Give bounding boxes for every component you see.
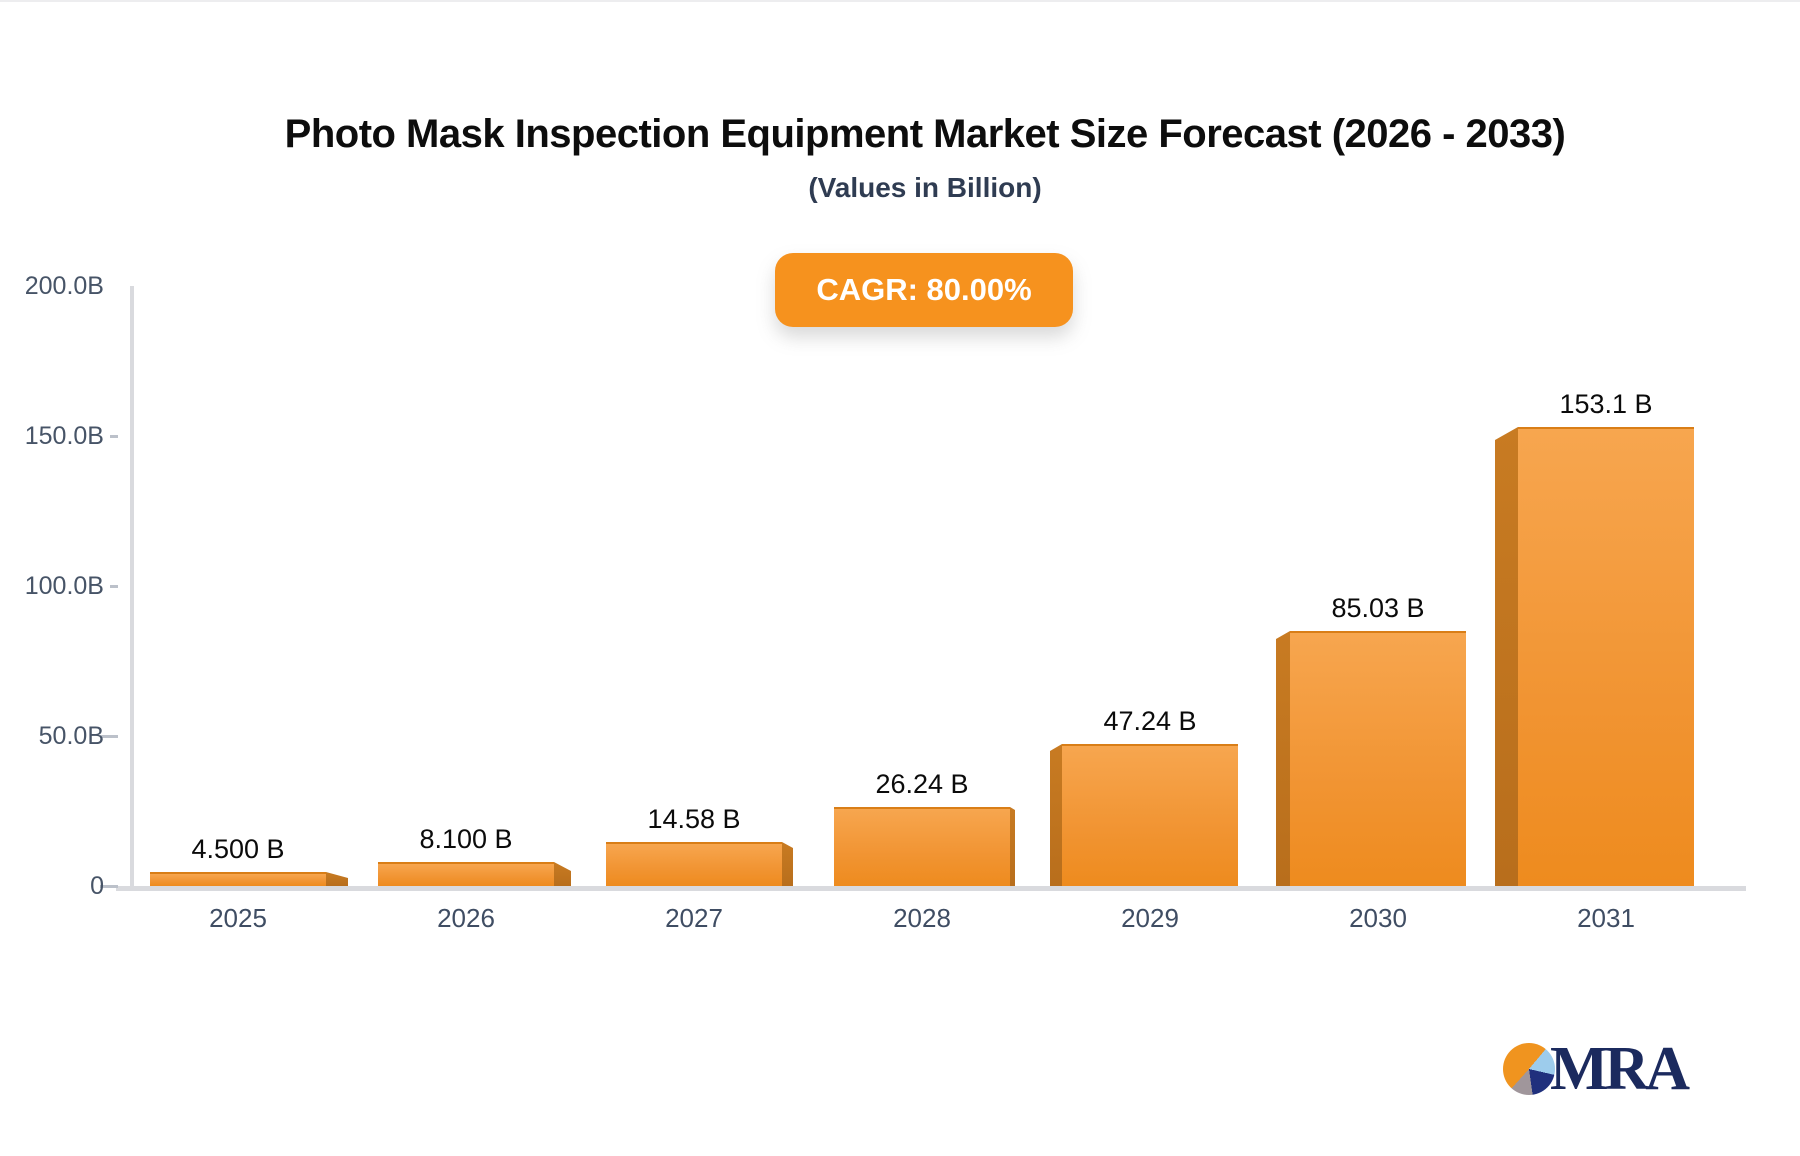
chart-subtitle: (Values in Billion) (808, 172, 1042, 203)
bar-2026 (378, 862, 554, 886)
y-axis-tick-label: 150.0B (24, 422, 104, 450)
bar-3d-side-2026 (554, 862, 571, 886)
y-axis-tick-label: 200.0B (24, 272, 104, 300)
bar-3d-side-2030 (1276, 631, 1290, 886)
bar-2030 (1290, 631, 1466, 886)
x-axis-label-2025: 2025 (209, 903, 267, 933)
logo-pie-icon (1503, 1043, 1555, 1095)
y-axis-line (130, 286, 134, 887)
y-axis-tick-label: 0 (90, 872, 104, 900)
bar-value-label-2029: 47.24 B (1103, 706, 1197, 736)
y-axis-tick-label: 100.0B (24, 572, 104, 600)
bar-2028 (834, 807, 1010, 886)
bar-value-label-2025: 4.500 B (191, 834, 285, 864)
logo-text: MRA (1550, 1035, 1690, 1103)
bar-3d-side-2027 (782, 842, 793, 886)
mra-logo: MRA (1503, 1035, 1690, 1103)
bar-value-label-2030: 85.03 B (1331, 593, 1425, 623)
x-axis-label-2029: 2029 (1121, 903, 1179, 933)
chart-title: Photo Mask Inspection Equipment Market S… (284, 112, 1566, 156)
x-axis-label-2026: 2026 (437, 903, 495, 933)
y-axis-tick (100, 885, 118, 888)
x-axis-label-2028: 2028 (893, 903, 951, 933)
bar-3d-side-2025 (326, 872, 348, 886)
x-axis-label-2030: 2030 (1349, 903, 1407, 933)
x-axis-line (116, 886, 1746, 891)
x-axis-label-2027: 2027 (665, 903, 723, 933)
y-axis-tick (100, 735, 118, 738)
cagr-badge: CAGR: 80.00% (775, 253, 1073, 327)
bar-3d-side-2029 (1050, 744, 1062, 886)
x-axis-label-2031: 2031 (1577, 903, 1635, 933)
bar-3d-side-2031 (1495, 427, 1518, 886)
bar-value-label-2028: 26.24 B (875, 769, 969, 799)
page-top-border (0, 0, 1800, 2)
bar-2027 (606, 842, 782, 886)
bar-2029 (1062, 744, 1238, 886)
bar-value-label-2031: 153.1 B (1559, 389, 1653, 419)
bar-value-label-2026: 8.100 B (419, 824, 513, 854)
y-axis-tick (110, 435, 118, 438)
y-axis-tick-label: 50.0B (38, 722, 104, 750)
bar-value-label-2027: 14.58 B (647, 804, 741, 834)
bar-2031 (1518, 427, 1694, 886)
y-axis-tick (110, 585, 118, 588)
bar-3d-side-2028 (1010, 807, 1015, 886)
bar-2025 (150, 872, 326, 886)
